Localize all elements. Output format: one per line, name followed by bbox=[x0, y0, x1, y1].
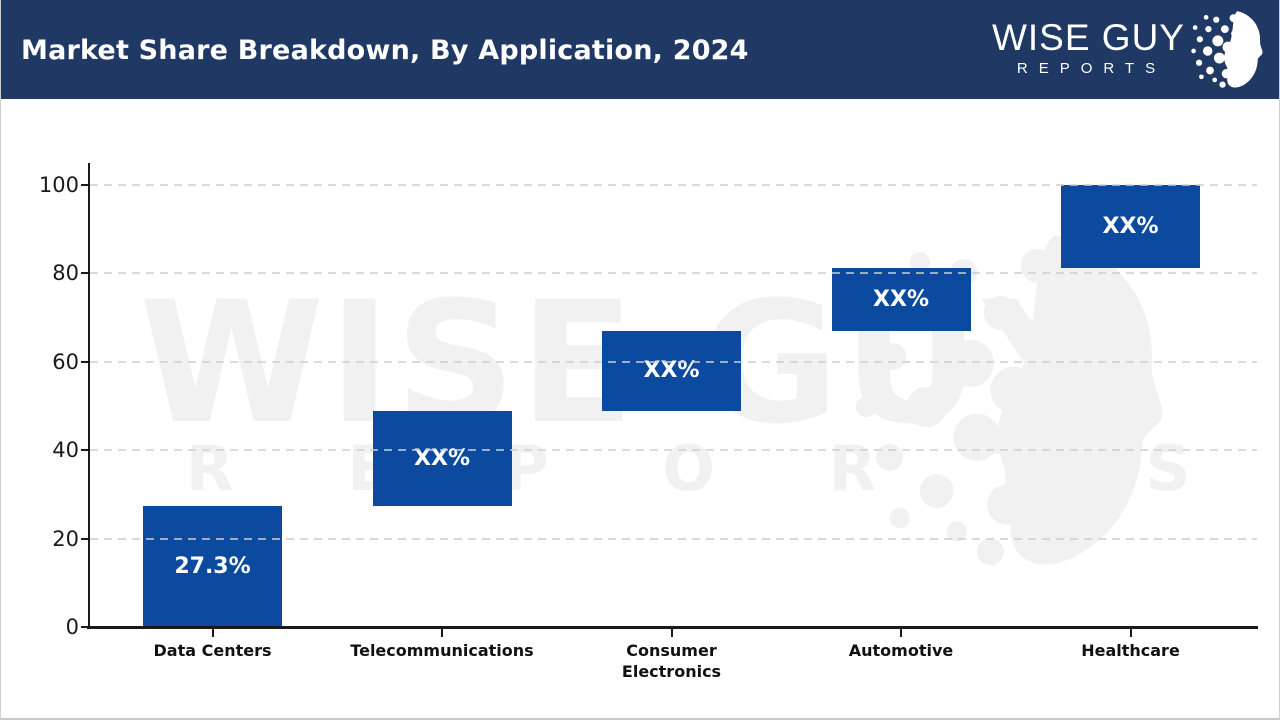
bar-value-label: XX% bbox=[1102, 213, 1159, 239]
bar-value-label: XX% bbox=[643, 358, 700, 384]
y-tick-mark bbox=[81, 449, 89, 451]
x-tick-mark bbox=[670, 629, 673, 637]
bar-value-label: 27.3% bbox=[174, 554, 251, 580]
y-tick-mark bbox=[81, 272, 89, 274]
x-tick-label: Consumer Electronics bbox=[621, 641, 722, 681]
x-tick-mark bbox=[441, 629, 443, 637]
x-tick-mark bbox=[900, 629, 902, 637]
y-axis-spine bbox=[88, 163, 90, 629]
gridline-y80 bbox=[90, 272, 1257, 274]
x-tick-mark bbox=[1129, 629, 1132, 637]
y-tick-label: 0 bbox=[65, 615, 79, 639]
y-tick-label: 60 bbox=[52, 349, 79, 374]
brand-name: WISE GUY bbox=[991, 17, 1185, 58]
y-tick-label: 80 bbox=[52, 261, 79, 285]
y-tick-mark bbox=[81, 537, 89, 540]
x-tick-label: Data Centers bbox=[153, 641, 272, 660]
page-title: Market Share Breakdown, By Application, … bbox=[21, 35, 749, 66]
y-tick-mark bbox=[81, 183, 89, 186]
x-tick-label: Healthcare bbox=[1081, 641, 1180, 660]
gridline-y20 bbox=[90, 537, 1257, 540]
brand-subname: REPORTS bbox=[1016, 60, 1167, 77]
x-tick-label: Telecommunications bbox=[350, 641, 534, 660]
waterfall-chart: 0 20 40 60 80 100 27.3% Data Centers XX% Telecomm… bbox=[1, 99, 1279, 718]
x-axis-spine bbox=[87, 626, 1258, 629]
brand-logo: WISE GUY REPORTS bbox=[992, 4, 1273, 96]
bar-value-label: XX% bbox=[873, 286, 929, 312]
bar-automotive: XX% bbox=[831, 267, 971, 331]
gridline-y40 bbox=[90, 449, 1257, 451]
y-tick-label: 20 bbox=[52, 526, 79, 551]
x-tick-label: Automotive bbox=[848, 641, 954, 660]
bar-consumer-electronics: XX% bbox=[602, 330, 741, 412]
gridline-y60 bbox=[90, 360, 1257, 363]
x-tick-mark bbox=[211, 629, 214, 637]
gridline-y100 bbox=[90, 183, 1257, 186]
y-tick-mark bbox=[81, 360, 89, 363]
y-tick-mark bbox=[81, 626, 89, 628]
y-tick-label: 100 bbox=[38, 172, 79, 197]
bar-telecommunications: XX% bbox=[372, 411, 512, 507]
brand-logo-text: WISE GUY REPORTS bbox=[991, 17, 1185, 78]
bar-data-centers: 27.3% bbox=[143, 506, 282, 627]
header-bar: Market Share Breakdown, By Application, … bbox=[1, 0, 1279, 99]
dotted-head-icon bbox=[1185, 8, 1271, 94]
bar-healthcare: XX% bbox=[1061, 184, 1200, 268]
y-tick-label: 40 bbox=[52, 438, 79, 462]
